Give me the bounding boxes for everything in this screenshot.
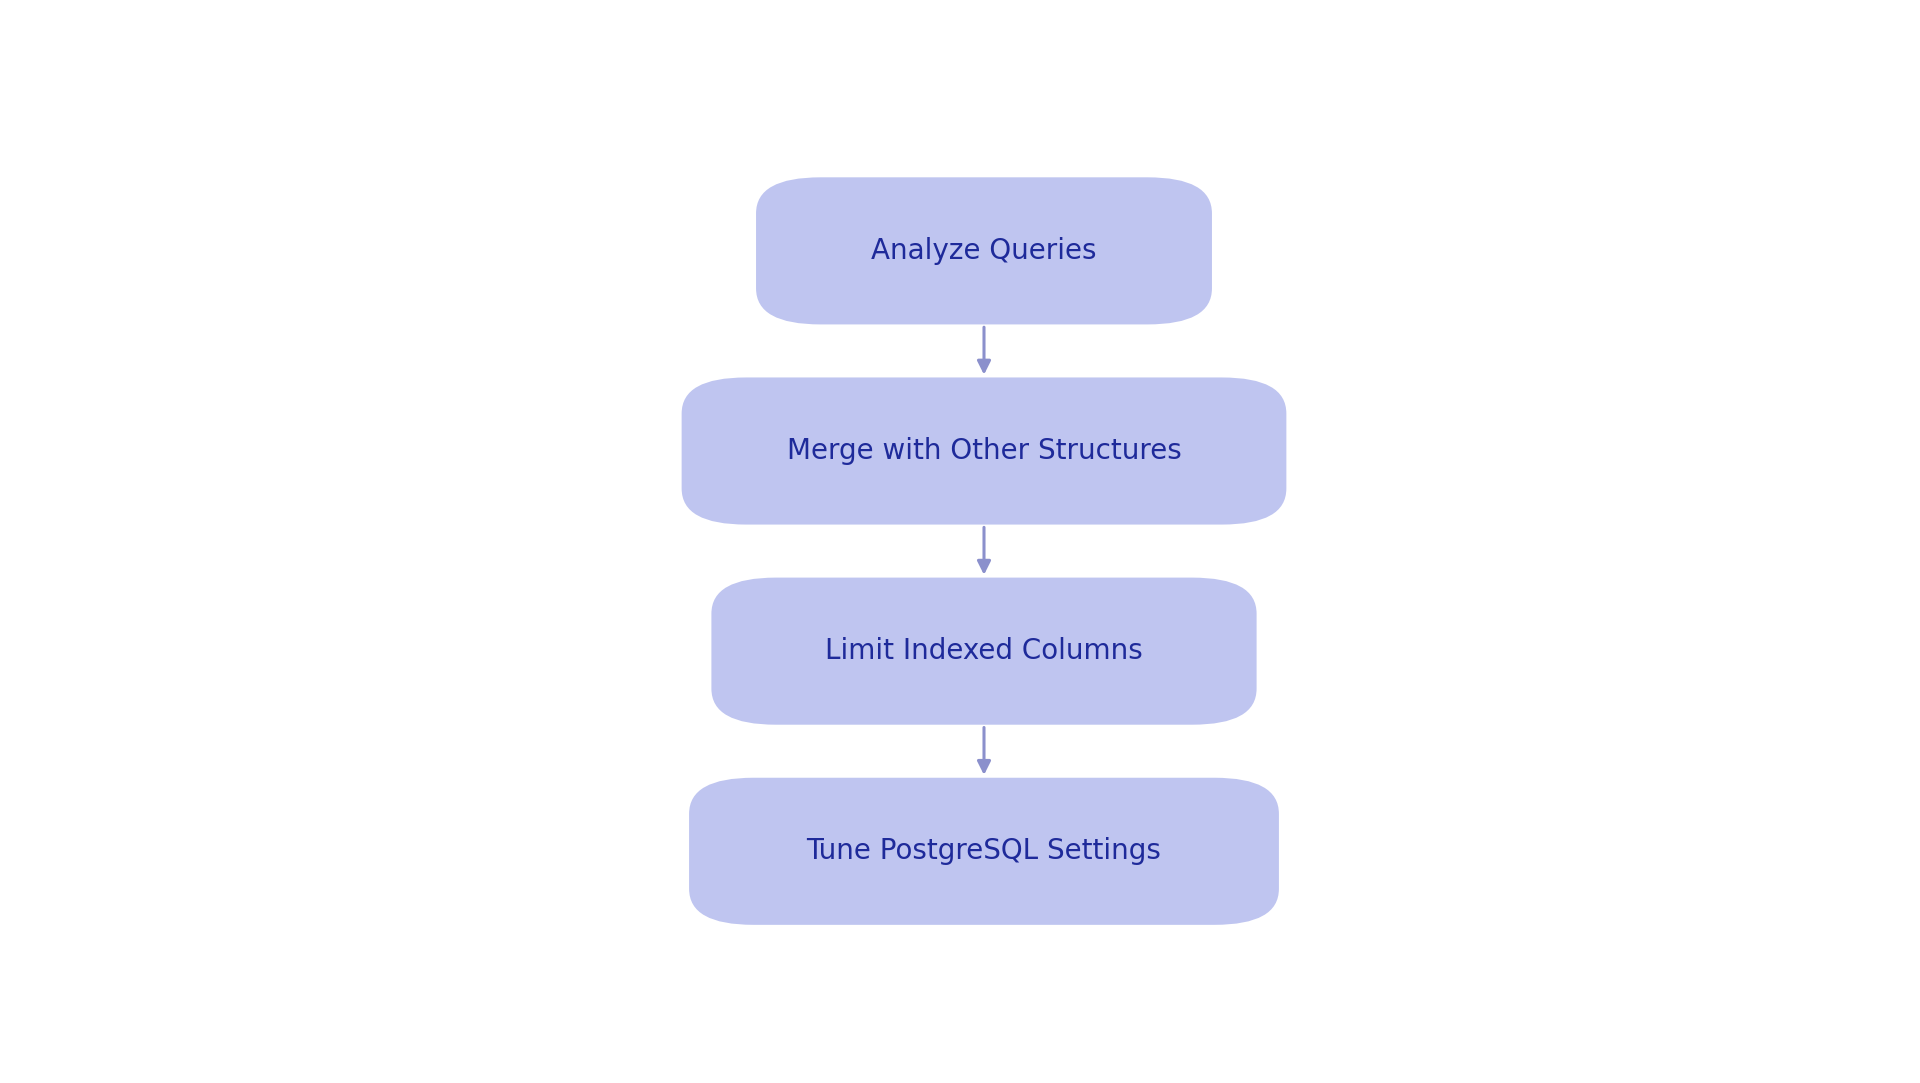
FancyBboxPatch shape	[689, 778, 1279, 925]
Text: Limit Indexed Columns: Limit Indexed Columns	[826, 637, 1142, 665]
Text: Tune PostgreSQL Settings: Tune PostgreSQL Settings	[806, 837, 1162, 865]
FancyBboxPatch shape	[712, 577, 1256, 725]
FancyBboxPatch shape	[682, 378, 1286, 524]
Text: Merge with Other Structures: Merge with Other Structures	[787, 438, 1181, 465]
Text: Analyze Queries: Analyze Queries	[872, 237, 1096, 265]
FancyBboxPatch shape	[756, 178, 1212, 325]
